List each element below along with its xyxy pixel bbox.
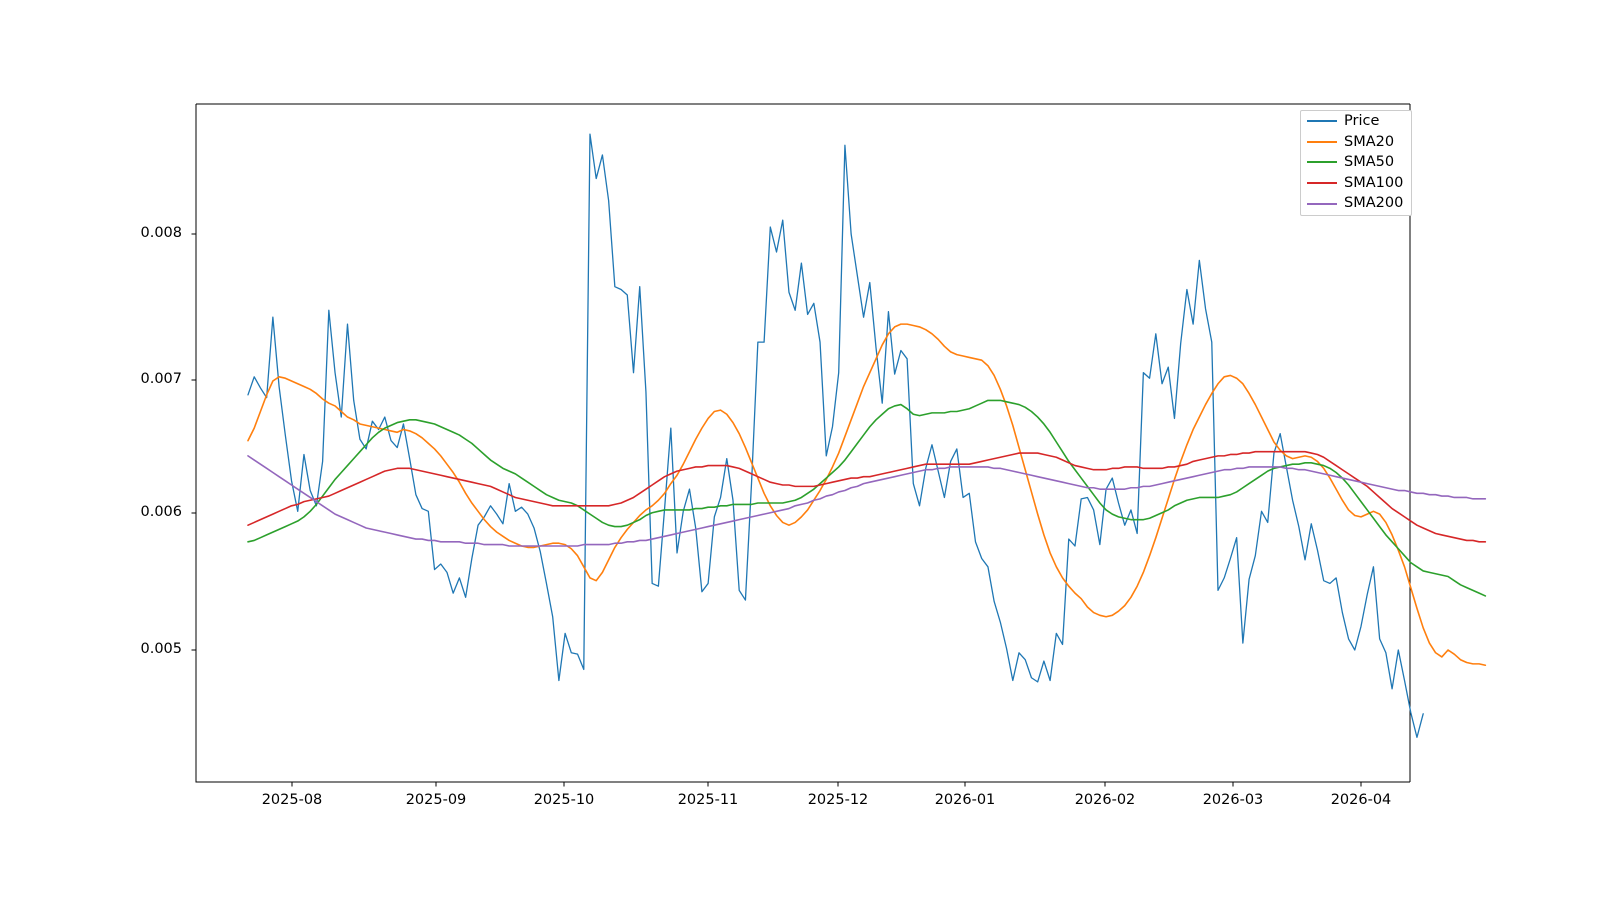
legend-label: SMA100 [1344, 174, 1404, 191]
legend-label: Price [1344, 113, 1380, 130]
legend-item-sma20: SMA20 [1301, 132, 1411, 153]
series-line-price [247, 133, 1424, 739]
legend-label: SMA50 [1344, 154, 1395, 171]
y-tick-label: 0.008 [140, 225, 182, 241]
y-tick-label: 0.006 [140, 504, 182, 520]
x-tick-label: 2026-03 [1202, 792, 1264, 808]
legend-label: SMA20 [1344, 133, 1395, 150]
x-tick-label: 2025-12 [807, 792, 869, 808]
y-tick-label: 0.005 [140, 641, 182, 657]
legend-swatch-price-icon [1307, 120, 1337, 123]
legend-item-sma50: SMA50 [1301, 152, 1411, 173]
y-tick-label: 0.007 [140, 371, 182, 387]
legend-swatch-sma20-icon [1307, 140, 1337, 143]
x-tick-label: 2026-04 [1330, 792, 1392, 808]
legend-swatch-sma50-icon [1307, 161, 1337, 164]
series-line-sma200 [247, 455, 1487, 547]
legend-item-price: Price [1301, 111, 1411, 132]
legend-label: SMA200 [1344, 195, 1404, 212]
legend-swatch-sma100-icon [1307, 182, 1337, 185]
x-tick-label: 2025-09 [405, 792, 467, 808]
legend-item-sma200: SMA200 [1301, 193, 1411, 214]
series-line-sma100 [247, 450, 1487, 543]
legend-swatch-sma200-icon [1307, 202, 1337, 205]
x-tick-label: 2025-08 [261, 792, 323, 808]
x-tick-label: 2026-02 [1074, 792, 1136, 808]
legend-item-sma100: SMA100 [1301, 173, 1411, 194]
series-line-sma20 [247, 323, 1487, 667]
x-tick-label: 2025-11 [677, 792, 739, 808]
x-tick-label: 2026-01 [934, 792, 996, 808]
axes-spines [195, 103, 1411, 783]
legend: Price SMA20 SMA50 SMA100 SMA200 [1300, 110, 1412, 216]
x-tick-label: 2025-10 [533, 792, 595, 808]
